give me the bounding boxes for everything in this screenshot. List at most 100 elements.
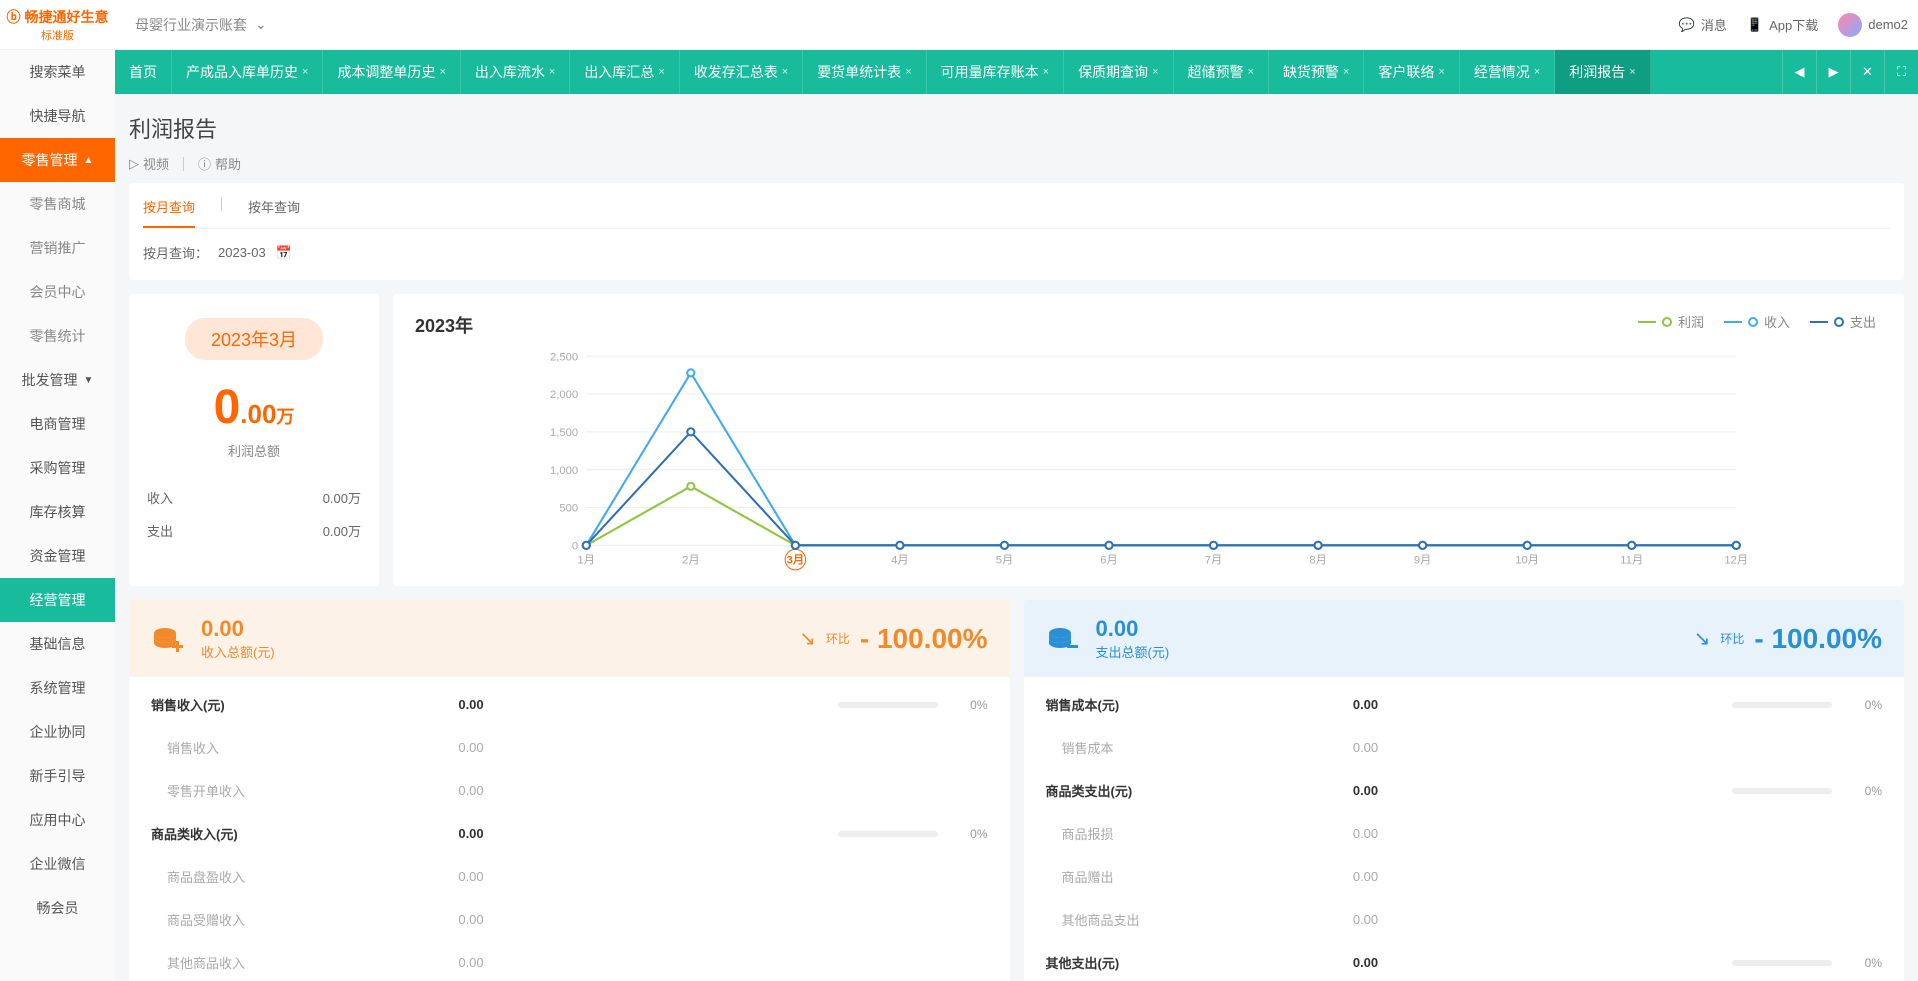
tabs-fullscreen-button[interactable]: ⛶ [1884, 50, 1918, 94]
calendar-icon[interactable]: 📅 [276, 245, 292, 261]
data-row: 商品类支出(元)0.000% [1046, 769, 1883, 812]
app-download-link[interactable]: 📱App下载 [1747, 15, 1818, 34]
row-label: 其他商品收入 [151, 953, 391, 972]
tab[interactable]: 出入库流水× [461, 50, 570, 94]
tab[interactable]: 出入库汇总× [570, 50, 679, 94]
close-icon[interactable]: × [1534, 66, 1540, 78]
sidebar-item[interactable]: 新手引导 [0, 754, 115, 798]
account-select[interactable]: 母婴行业演示账套 ⌄ [135, 15, 1679, 35]
tab[interactable]: 客户联络× [1364, 50, 1459, 94]
tabs-close-button[interactable]: ✕ [1850, 50, 1884, 94]
row-bar [838, 831, 938, 837]
data-row: 商品报损0.00 [1046, 812, 1883, 855]
tabs-prev-button[interactable]: ◀ [1782, 50, 1816, 94]
profit-int: 0 [214, 381, 241, 434]
tab[interactable]: 缺货预警× [1269, 50, 1364, 94]
tab[interactable]: 利润报告× [1555, 50, 1650, 94]
logo-icon: ⓑ [7, 7, 21, 27]
sidebar-item[interactable]: 电商管理 [0, 402, 115, 446]
legend-line [1810, 321, 1828, 323]
sub-tab[interactable]: 按月查询 [143, 197, 195, 228]
svg-text:4月: 4月 [891, 555, 908, 567]
sidebar-item[interactable]: 企业协同 [0, 710, 115, 754]
profit-dec: .00 [240, 399, 276, 429]
sidebar-item[interactable]: 库存核算 [0, 490, 115, 534]
close-icon[interactable]: × [905, 66, 911, 78]
svg-text:3月: 3月 [787, 554, 804, 567]
row-bar [1732, 960, 1832, 966]
sidebar-item[interactable]: 搜索菜单 [0, 50, 115, 94]
messages-link[interactable]: 💬消息 [1679, 15, 1727, 34]
close-icon[interactable]: × [439, 66, 445, 78]
sidebar-item[interactable]: 畅会员 [0, 886, 115, 930]
sidebar-item[interactable]: 基础信息 [0, 622, 115, 666]
legend-marker [1834, 317, 1844, 327]
sidebar-item[interactable]: 应用中心 [0, 798, 115, 842]
logo-subtext: 标准版 [41, 27, 74, 43]
legend-item: 收入 [1724, 312, 1790, 331]
sidebar-item[interactable]: 快捷导航 [0, 94, 115, 138]
tab[interactable]: 成本调整单历史× [323, 50, 460, 94]
row-value: 0.00 [391, 783, 551, 798]
row-pct: 0% [1832, 784, 1882, 798]
tabs-next-button[interactable]: ▶ [1816, 50, 1850, 94]
separator [183, 157, 184, 171]
tab[interactable]: 首页 [115, 50, 172, 94]
svg-text:9月: 9月 [1414, 555, 1431, 567]
tab[interactable]: 产成品入库单历史× [172, 50, 323, 94]
tab[interactable]: 超储预警× [1174, 50, 1269, 94]
tab-label: 保质期查询 [1078, 62, 1148, 82]
row-label: 销售收入 [151, 738, 391, 757]
sidebar-item[interactable]: 经营管理 [0, 578, 115, 622]
sidebar-item[interactable]: 资金管理 [0, 534, 115, 578]
close-icon[interactable]: × [1152, 66, 1158, 78]
close-icon[interactable]: × [658, 66, 664, 78]
video-link[interactable]: ▷视频 [129, 154, 169, 173]
sidebar-item[interactable]: 零售商城 [0, 182, 115, 226]
sub-tab[interactable]: 按年查询 [248, 197, 300, 228]
close-icon[interactable]: × [302, 66, 308, 78]
row-label: 其他支出(元) [1046, 953, 1286, 972]
tab[interactable]: 经营情况× [1460, 50, 1555, 94]
tab[interactable]: 要货单统计表× [803, 50, 926, 94]
tabs-controls: ◀ ▶ ✕ ⛶ [1782, 50, 1918, 94]
close-icon[interactable]: × [1343, 66, 1349, 78]
filter-value[interactable]: 2023-03 [218, 245, 266, 260]
close-icon[interactable]: × [1043, 66, 1049, 78]
legend-label: 支出 [1850, 312, 1876, 331]
sidebar-item[interactable]: 批发管理▼ [0, 358, 115, 402]
close-icon[interactable]: × [549, 66, 555, 78]
user-menu[interactable]: demo2 [1838, 13, 1908, 37]
sidebar-item[interactable]: 采购管理 [0, 446, 115, 490]
close-icon[interactable]: × [1438, 66, 1444, 78]
svg-text:1,000: 1,000 [550, 465, 578, 477]
sub-tabs: 按月查询 按年查询 [143, 197, 1890, 229]
close-icon[interactable]: × [1629, 66, 1635, 78]
income-total-label: 收入总额(元) [201, 642, 275, 661]
tab[interactable]: 保质期查询 × [1064, 50, 1173, 94]
sidebar-item[interactable]: 企业微信 [0, 842, 115, 886]
legend-marker [1662, 317, 1672, 327]
chat-icon: 💬 [1679, 17, 1695, 33]
tab[interactable]: 收发存汇总表× [680, 50, 803, 94]
sidebar-item[interactable]: 零售管理▲ [0, 138, 115, 182]
expense-total-value: 0.00 [1096, 616, 1170, 642]
main: 首页产成品入库单历史×成本调整单历史×出入库流水×出入库汇总×收发存汇总表×要货… [115, 50, 1918, 981]
sidebar-item[interactable]: 系统管理 [0, 666, 115, 710]
row-label: 商品赠出 [1046, 867, 1286, 886]
tab[interactable]: 可用量库存账本× [927, 50, 1064, 94]
sidebar-item[interactable]: 会员中心 [0, 270, 115, 314]
summary-card: 2023年3月 0.00万 利润总额 收入0.00万 支出0.00万 [129, 294, 379, 586]
app-label: App下载 [1769, 15, 1818, 34]
close-icon[interactable]: × [782, 66, 788, 78]
line-chart: 05001,0001,5002,0002,5001月2月3月4月5月6月7月8月… [415, 346, 1882, 576]
help-link[interactable]: ⓘ帮助 [198, 154, 241, 173]
sidebar-item[interactable]: 零售统计 [0, 314, 115, 358]
row-label: 销售成本(元) [1046, 695, 1286, 714]
row-value: 0.00 [1286, 869, 1446, 884]
logo-text: 畅捷通好生意 [25, 7, 109, 27]
row-value: 0.00 [1286, 826, 1446, 841]
svg-text:12月: 12月 [1724, 555, 1748, 567]
close-icon[interactable]: × [1248, 66, 1254, 78]
sidebar-item[interactable]: 营销推广 [0, 226, 115, 270]
